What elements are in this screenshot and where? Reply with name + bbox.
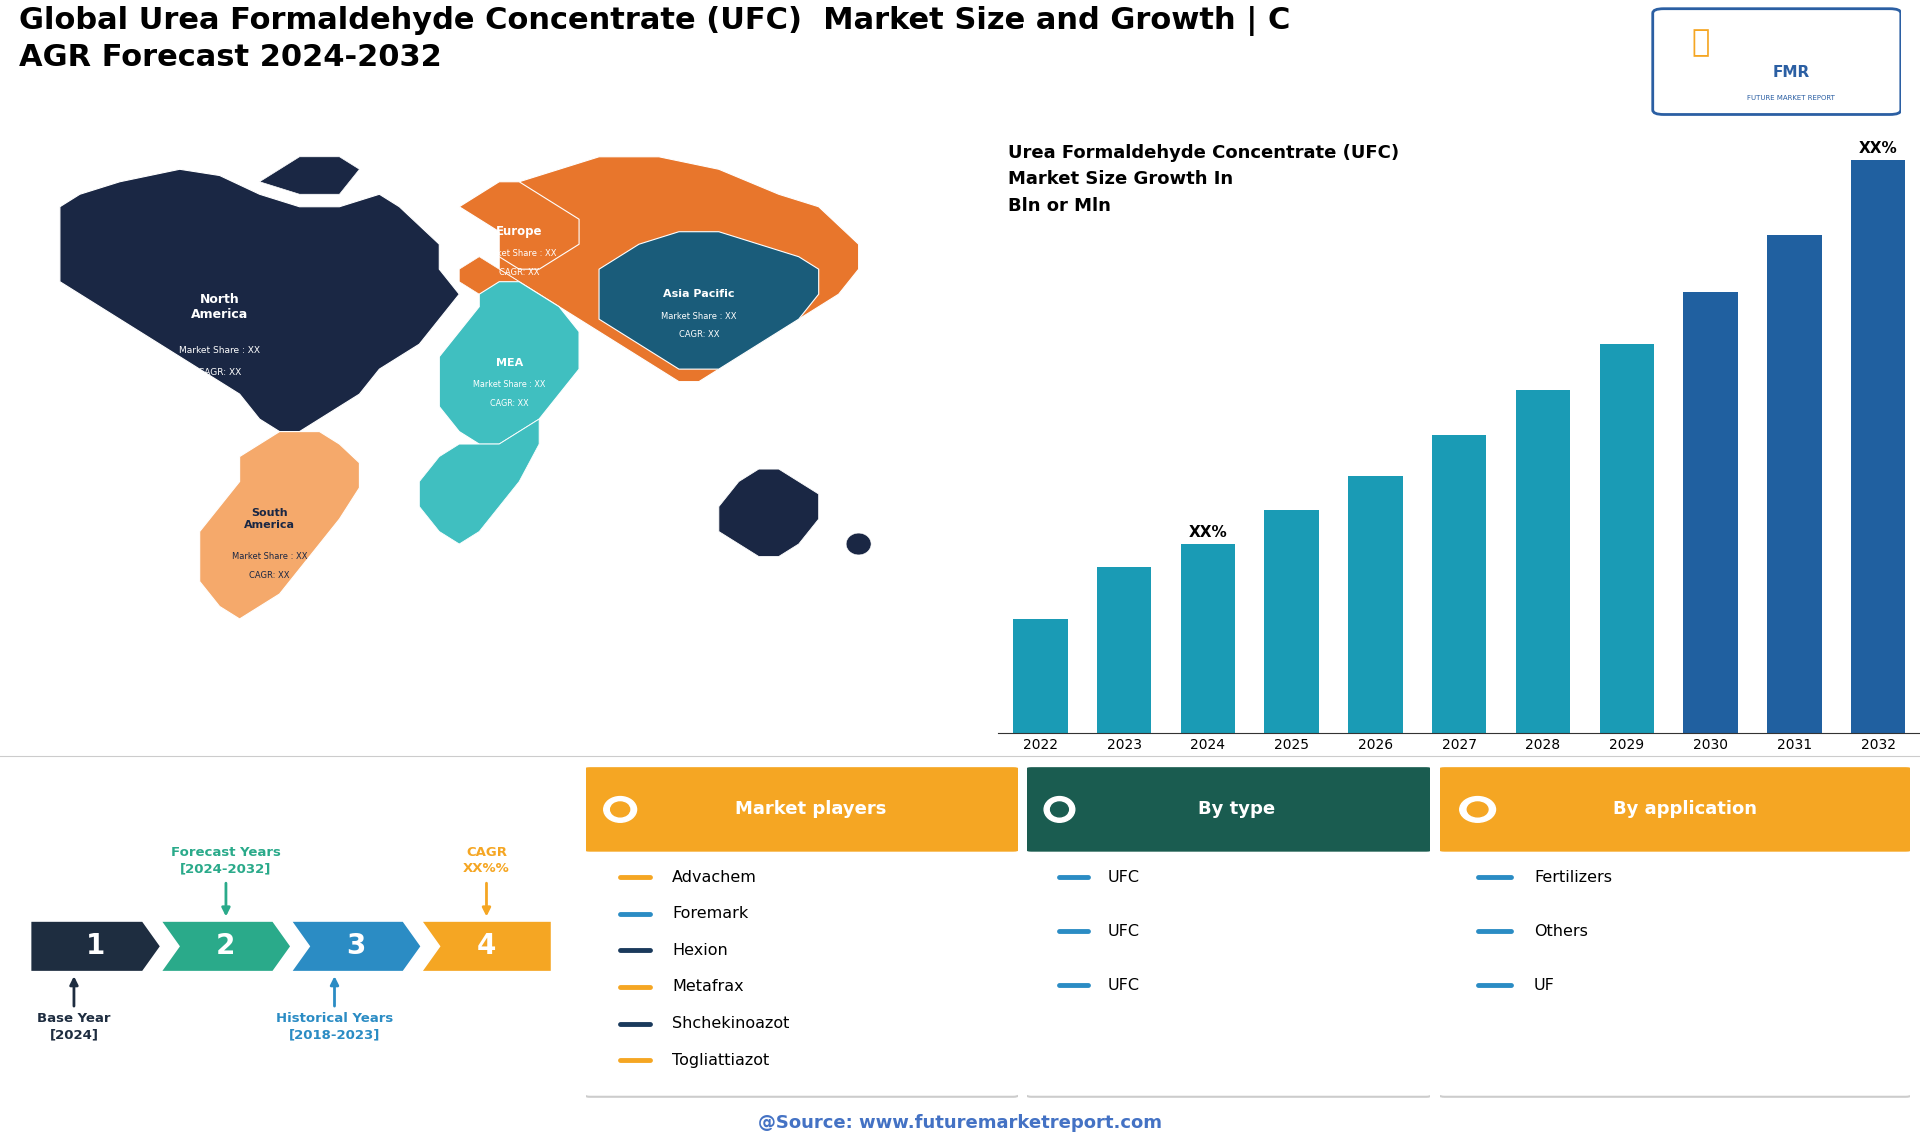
Polygon shape bbox=[420, 921, 551, 972]
Text: Market Share : XX: Market Share : XX bbox=[660, 312, 737, 321]
FancyBboxPatch shape bbox=[1653, 9, 1901, 115]
Text: XX%: XX% bbox=[1188, 525, 1227, 540]
Text: Base Year
[2024]: Base Year [2024] bbox=[36, 1012, 111, 1042]
Text: Togliattiazot: Togliattiazot bbox=[672, 1053, 770, 1068]
Polygon shape bbox=[200, 432, 359, 619]
Text: CAGR: XX: CAGR: XX bbox=[678, 330, 720, 339]
Circle shape bbox=[1467, 802, 1488, 817]
Text: Asia Pacific: Asia Pacific bbox=[662, 289, 735, 299]
FancyBboxPatch shape bbox=[1021, 767, 1436, 851]
FancyBboxPatch shape bbox=[1436, 843, 1914, 1097]
Text: UF: UF bbox=[1534, 978, 1555, 992]
Text: FUTURE MARKET REPORT: FUTURE MARKET REPORT bbox=[1747, 95, 1836, 101]
Text: 🏃: 🏃 bbox=[1692, 29, 1709, 57]
Text: 3: 3 bbox=[346, 933, 367, 960]
Text: Market Share : XX: Market Share : XX bbox=[179, 346, 259, 355]
Text: Europe: Europe bbox=[495, 226, 543, 238]
Text: By application: By application bbox=[1613, 800, 1757, 818]
Text: XX%: XX% bbox=[1859, 141, 1897, 156]
Circle shape bbox=[1459, 796, 1496, 823]
Bar bbox=[1599, 344, 1653, 733]
Bar bbox=[1265, 510, 1319, 733]
Polygon shape bbox=[499, 157, 858, 382]
Text: 2: 2 bbox=[217, 933, 236, 960]
Bar bbox=[1432, 435, 1486, 733]
Text: Others: Others bbox=[1534, 924, 1588, 939]
Text: South
America: South America bbox=[244, 508, 296, 529]
FancyBboxPatch shape bbox=[580, 767, 1023, 851]
Circle shape bbox=[1050, 802, 1068, 817]
Polygon shape bbox=[419, 419, 540, 544]
Text: UFC: UFC bbox=[1108, 870, 1140, 885]
Text: North
America: North America bbox=[190, 292, 248, 321]
Text: Historical Years
[2018-2023]: Historical Years [2018-2023] bbox=[276, 1012, 394, 1042]
Text: Market Share : XX: Market Share : XX bbox=[482, 249, 557, 258]
Text: CAGR: XX: CAGR: XX bbox=[499, 268, 540, 277]
Polygon shape bbox=[161, 921, 292, 972]
Polygon shape bbox=[440, 282, 580, 445]
Polygon shape bbox=[459, 182, 580, 269]
Text: Shchekinoazot: Shchekinoazot bbox=[672, 1017, 789, 1031]
Text: Market players: Market players bbox=[735, 800, 885, 818]
Polygon shape bbox=[459, 257, 518, 295]
Text: CAGR
XX%%: CAGR XX%% bbox=[463, 847, 511, 876]
Polygon shape bbox=[31, 921, 161, 972]
Bar bbox=[1348, 476, 1404, 733]
Text: FMR: FMR bbox=[1772, 65, 1811, 80]
Text: CAGR: XX: CAGR: XX bbox=[198, 368, 242, 377]
Text: Forecast Years
[2024-2032]: Forecast Years [2024-2032] bbox=[171, 847, 280, 876]
FancyBboxPatch shape bbox=[1023, 843, 1434, 1097]
Polygon shape bbox=[599, 231, 818, 369]
FancyBboxPatch shape bbox=[1432, 767, 1918, 851]
Text: @Source: www.futuremarketreport.com: @Source: www.futuremarketreport.com bbox=[758, 1114, 1162, 1132]
FancyBboxPatch shape bbox=[582, 843, 1021, 1097]
Text: Market Share : XX: Market Share : XX bbox=[232, 552, 307, 562]
Text: CAGR: XX: CAGR: XX bbox=[250, 571, 290, 580]
Circle shape bbox=[611, 802, 630, 817]
Bar bbox=[1851, 160, 1905, 733]
Text: UFC: UFC bbox=[1108, 978, 1140, 992]
Text: By type: By type bbox=[1198, 800, 1275, 818]
Bar bbox=[1181, 544, 1235, 733]
Text: Hexion: Hexion bbox=[672, 943, 728, 958]
Text: Metafrax: Metafrax bbox=[672, 980, 743, 995]
Text: Fertilizers: Fertilizers bbox=[1534, 870, 1613, 885]
Ellipse shape bbox=[847, 533, 872, 555]
Text: Global Urea Formaldehyde Concentrate (UFC)  Market Size and Growth | C
AGR Forec: Global Urea Formaldehyde Concentrate (UF… bbox=[19, 6, 1290, 72]
Bar bbox=[1515, 390, 1571, 733]
Bar bbox=[1766, 235, 1822, 733]
Polygon shape bbox=[718, 469, 818, 557]
Circle shape bbox=[603, 796, 637, 823]
Text: Advachem: Advachem bbox=[672, 870, 756, 885]
Text: MEA: MEA bbox=[495, 358, 522, 368]
Bar bbox=[1684, 292, 1738, 733]
Polygon shape bbox=[259, 157, 359, 195]
Text: 4: 4 bbox=[476, 933, 495, 960]
Text: Market Share : XX: Market Share : XX bbox=[472, 380, 545, 390]
Polygon shape bbox=[292, 921, 420, 972]
Text: CAGR: XX: CAGR: XX bbox=[490, 399, 528, 408]
Polygon shape bbox=[60, 170, 459, 432]
Circle shape bbox=[1044, 796, 1075, 823]
Bar bbox=[1014, 619, 1068, 733]
Text: Urea Formaldehyde Concentrate (UFC)
Market Size Growth In
Bln or Mln: Urea Formaldehyde Concentrate (UFC) Mark… bbox=[1008, 143, 1400, 214]
Text: UFC: UFC bbox=[1108, 924, 1140, 939]
Bar bbox=[1096, 567, 1152, 733]
Text: Foremark: Foremark bbox=[672, 906, 749, 921]
Text: 1: 1 bbox=[86, 933, 106, 960]
